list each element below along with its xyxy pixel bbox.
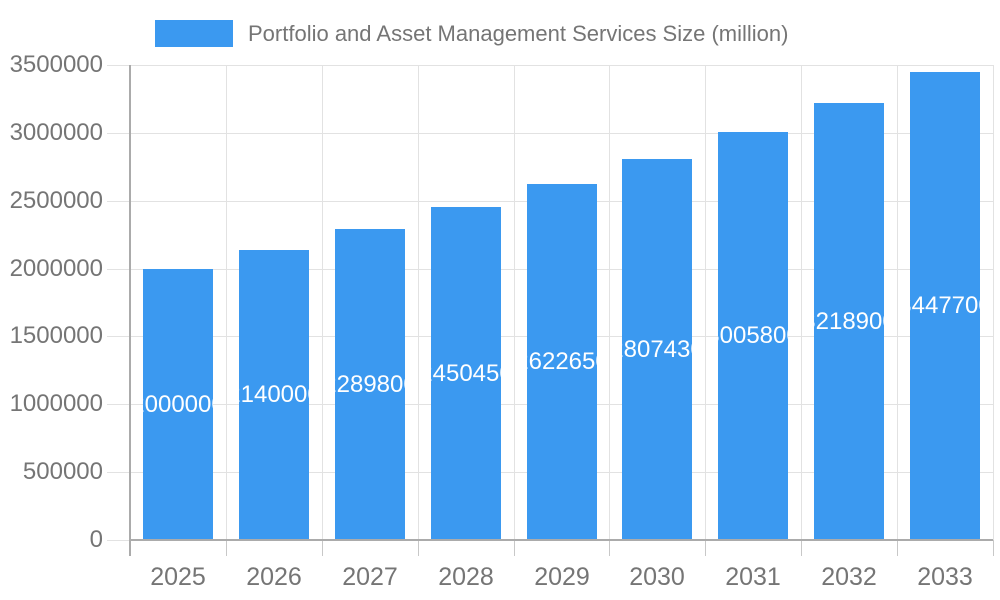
x-gridline <box>801 65 802 540</box>
bar-2025: 2000000 <box>143 269 213 540</box>
y-axis-tick <box>107 336 130 337</box>
x-axis-tick-label: 2025 <box>150 563 206 591</box>
bar-value-label: 2450450 <box>431 359 501 387</box>
x-axis-tick-label: 2033 <box>917 563 973 591</box>
x-axis-tick-label: 2027 <box>342 563 398 591</box>
x-gridline <box>226 65 227 540</box>
y-axis-tick-label: 0 <box>89 526 103 553</box>
legend: Portfolio and Asset Management Services … <box>155 20 788 47</box>
x-axis-tick <box>993 540 994 556</box>
x-axis-tick-label: 2031 <box>725 563 781 591</box>
bar-value-label: 2289800 <box>335 370 405 398</box>
bar-2033: 3447700 <box>910 72 980 540</box>
x-gridline <box>897 65 898 540</box>
bar-value-label: 3218900 <box>814 307 884 335</box>
x-gridline <box>993 65 994 540</box>
y-axis-tick-label: 2500000 <box>9 187 103 214</box>
y-axis-tick <box>107 472 130 473</box>
y-axis-tick <box>107 269 130 270</box>
legend-swatch <box>155 20 233 47</box>
x-gridline <box>322 65 323 540</box>
y-axis-tick-label: 3500000 <box>9 51 103 78</box>
x-axis-tick <box>322 540 323 556</box>
x-axis-tick-label: 2029 <box>534 563 590 591</box>
x-axis-tick <box>897 540 898 556</box>
x-gridline <box>514 65 515 540</box>
y-axis-tick <box>107 65 130 66</box>
y-axis-tick <box>107 404 130 405</box>
x-axis-tick <box>609 540 610 556</box>
bar-value-label: 2140000 <box>239 381 309 408</box>
bar-2029: 2622650 <box>527 184 597 540</box>
y-gridline <box>130 133 993 134</box>
x-axis-tick-label: 2030 <box>629 563 685 591</box>
bar-2032: 3218900 <box>814 103 884 540</box>
y-gridline <box>130 65 993 66</box>
x-axis-tick <box>418 540 419 556</box>
bar-value-label: 2807430 <box>622 335 692 363</box>
x-gridline <box>418 65 419 540</box>
y-axis-tick-label: 1000000 <box>9 390 103 417</box>
bar-2027: 2289800 <box>335 229 405 540</box>
bar-2031: 3005800 <box>718 132 788 540</box>
x-axis-tick-label: 2028 <box>438 563 494 591</box>
y-axis-tick <box>107 133 130 134</box>
bar-value-label: 2000000 <box>143 390 213 418</box>
y-axis-tick <box>107 540 130 541</box>
x-axis-tick <box>514 540 515 556</box>
y-axis-tick-label: 2000000 <box>9 255 103 282</box>
x-axis-line <box>130 539 993 541</box>
bar-2026: 2140000 <box>239 250 309 540</box>
x-axis-tick <box>705 540 706 556</box>
bar-value-label: 3447700 <box>910 292 980 319</box>
bar-value-label: 3005800 <box>718 322 788 349</box>
x-axis-tick-label: 2032 <box>821 563 877 591</box>
x-axis-tick <box>801 540 802 556</box>
x-axis-tick-label: 2026 <box>246 563 302 591</box>
bar-value-label: 2622650 <box>527 348 597 375</box>
bar-2028: 2450450 <box>431 207 501 540</box>
bar-2030: 2807430 <box>622 159 692 540</box>
y-axis-tick-label: 500000 <box>22 458 103 485</box>
x-gridline <box>705 65 706 540</box>
legend-series-label: Portfolio and Asset Management Services … <box>248 20 789 46</box>
x-axis-tick <box>226 540 227 556</box>
y-axis-tick <box>107 201 130 202</box>
y-axis-tick-label: 3000000 <box>9 119 103 146</box>
y-axis-line <box>129 65 131 556</box>
x-gridline <box>609 65 610 540</box>
y-axis-tick-label: 1500000 <box>9 322 103 349</box>
